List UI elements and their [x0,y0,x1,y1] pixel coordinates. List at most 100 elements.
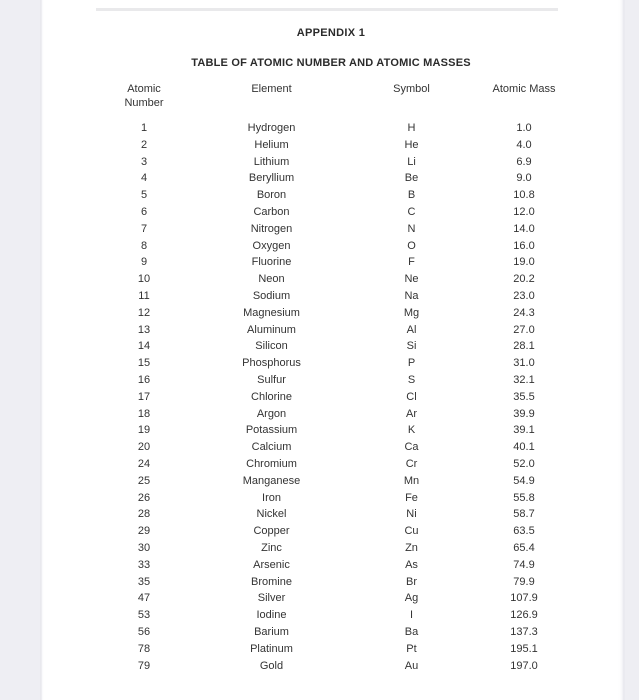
cell-element: Calcium [251,441,292,454]
cell-atomic-number: 35 [137,575,151,588]
cell-atomic-mass: 39.9 [513,407,535,420]
cell-symbol: S [407,373,416,386]
table-row: 3 Lithium Li 6.9 [96,154,576,171]
page-title: APPENDIX 1 [296,27,366,39]
cell-element: Magnesium [243,306,300,319]
cell-atomic-mass: 65.4 [513,541,535,554]
page-top-divider [96,8,558,11]
cell-atomic-number: 78 [137,642,151,655]
cell-element: Iodine [256,609,287,622]
cell-atomic-mass: 126.9 [510,609,538,622]
cell-atomic-mass: 107.9 [510,592,538,605]
cell-atomic-mass: 6.9 [516,155,532,168]
column-header-symbol-label: Symbol [393,83,430,95]
cell-atomic-mass: 19.0 [513,256,535,269]
table-row: 20 Calcium Ca 40.1 [96,439,576,456]
cell-atomic-number: 56 [137,625,151,638]
table-row: 33 Arsenic As 74.9 [96,557,576,574]
cell-element: Helium [254,138,289,151]
cell-symbol: K [407,424,416,437]
cell-atomic-number: 15 [137,357,151,370]
cell-atomic-mass: 10.8 [513,189,535,202]
cell-symbol: As [405,558,418,571]
cell-atomic-mass: 31.0 [513,357,535,370]
cell-atomic-mass: 40.1 [513,441,535,454]
cell-symbol: I [409,609,414,622]
cell-atomic-number: 10 [137,273,151,286]
cell-atomic-number: 29 [137,525,151,538]
cell-element: Phosphorus [242,357,301,370]
table-row: 30 Zinc Zn 65.4 [96,540,576,557]
table-row: 4 Beryllium Be 9.0 [96,170,576,187]
table-row: 53 Iodine I 126.9 [96,607,576,624]
cell-element: Fluorine [251,256,292,269]
cell-element: Hydrogen [247,122,296,134]
cell-atomic-mass: 20.2 [513,273,535,286]
cell-atomic-mass: 79.9 [513,575,535,588]
cell-element: Nickel [256,508,287,521]
cell-element: Oxygen [252,239,291,252]
cell-symbol: N [407,222,416,235]
table-row: 19 Potassium K 39.1 [96,422,576,439]
table-row: 9 Fluorine F 19.0 [96,254,576,271]
cell-atomic-mass: 28.1 [513,340,535,353]
cell-symbol: C [407,205,416,218]
cell-atomic-mass: 1.0 [516,122,532,134]
table-row: 1 Hydrogen H 1.0 [96,120,576,137]
cell-symbol: Ca [404,441,419,454]
cell-atomic-mass: 23.0 [513,289,535,302]
cell-atomic-mass: 58.7 [513,508,535,521]
cell-atomic-mass: 24.3 [513,306,535,319]
table-row: 2 Helium He 4.0 [96,137,576,154]
viewer-left-gutter [0,0,44,700]
table-row: 5 Boron B 10.8 [96,187,576,204]
cell-atomic-number: 18 [137,407,151,420]
table-row: 13 Aluminum Al 27.0 [96,322,576,339]
cell-element: Manganese [242,474,301,487]
column-header-atomic-number-line2: Number [124,97,164,109]
table-row: 47 Silver Ag 107.9 [96,590,576,607]
table-row: 24 Chromium Cr 52.0 [96,456,576,473]
cell-element: Argon [256,407,287,420]
cell-symbol: Ar [406,407,417,420]
column-header-atomic-mass-label: Atomic Mass [492,83,556,95]
cell-atomic-number: 9 [140,256,148,269]
cell-atomic-number: 12 [137,306,151,319]
table-row: 8 Oxygen O 16.0 [96,238,576,255]
cell-atomic-number: 26 [137,491,151,504]
page-subtitle: TABLE OF ATOMIC NUMBER AND ATOMIC MASSES [191,57,471,69]
cell-symbol: Zn [405,541,418,554]
column-header-element: Element [192,82,351,120]
cell-symbol: Ne [404,273,419,286]
cell-symbol: Ni [406,508,417,521]
column-header-symbol: Symbol [351,82,472,120]
cell-atomic-number: 16 [137,373,151,386]
cell-atomic-mass: 54.9 [513,474,535,487]
cell-atomic-number: 14 [137,340,151,353]
cell-symbol: Pt [406,642,417,655]
table-row: 17 Chlorine Cl 35.5 [96,389,576,406]
cell-element: Carbon [253,205,290,218]
cell-element: Silver [257,592,286,605]
cell-symbol: Ag [404,592,419,605]
document-page: APPENDIX 1 TABLE OF ATOMIC NUMBER AND AT… [44,0,618,700]
table-row: 28 Nickel Ni 58.7 [96,506,576,523]
cell-symbol: Na [404,289,419,302]
cell-atomic-mass: 14.0 [513,222,535,235]
cell-element: Iron [262,491,281,504]
table-row: 6 Carbon C 12.0 [96,204,576,221]
cell-atomic-mass: 32.1 [513,373,535,386]
viewer-right-gutter [618,0,639,700]
cell-atomic-number: 33 [137,558,151,571]
cell-atomic-number: 53 [137,609,151,622]
cell-atomic-number: 20 [137,441,151,454]
table-row: 18 Argon Ar 39.9 [96,406,576,423]
cell-element: Neon [258,273,285,286]
cell-symbol: Cl [406,390,417,403]
cell-element: Barium [254,625,289,638]
cell-symbol: B [407,189,416,202]
cell-symbol: Ba [404,625,419,638]
cell-element: Chromium [246,457,297,470]
cell-atomic-mass: 9.0 [516,172,532,185]
cell-atomic-mass: 35.5 [513,390,535,403]
